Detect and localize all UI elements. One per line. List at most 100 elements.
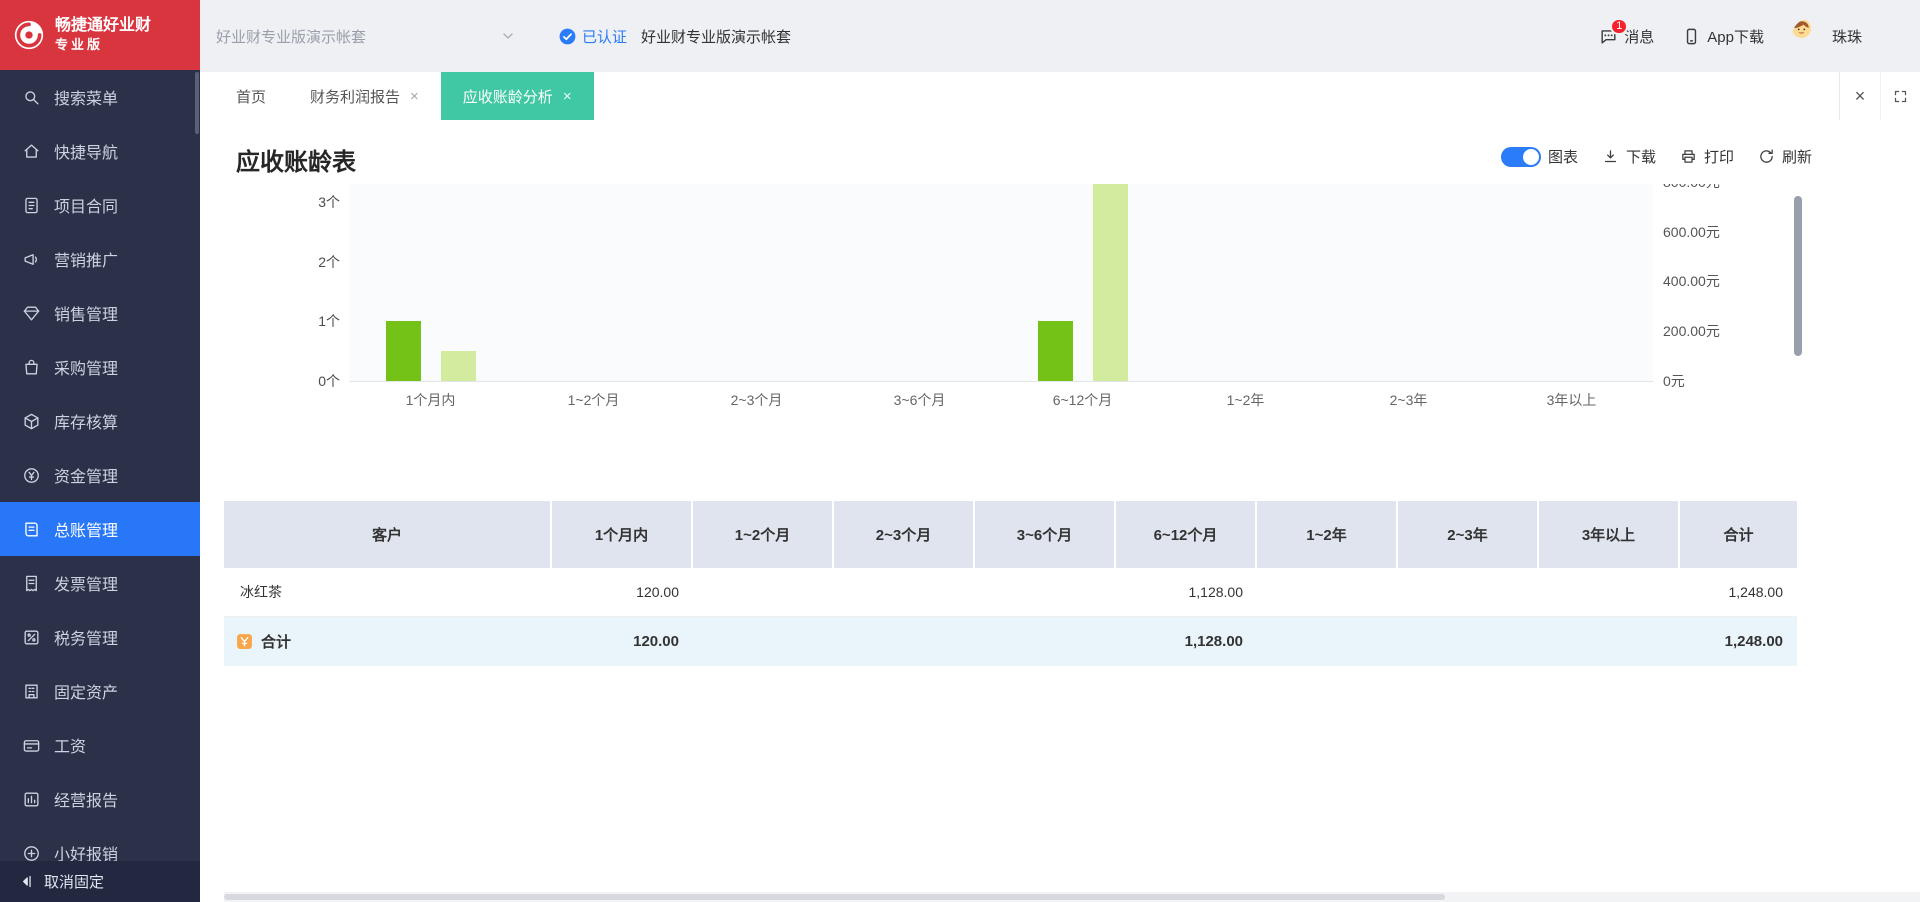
axis-category-label: 2~3年	[1389, 392, 1428, 408]
payroll-icon	[23, 739, 40, 752]
close-tabs-button[interactable]: ×	[1840, 72, 1880, 120]
bar-count	[385, 321, 421, 381]
chart-plot-area	[349, 184, 1653, 382]
horizontal-scrollbar[interactable]	[224, 894, 1446, 900]
sidebar-item-label: 营销推广	[54, 253, 119, 270]
sidebar-item-funds[interactable]: 资金管理	[0, 448, 200, 502]
messages-button[interactable]: 1 消息	[1599, 17, 1655, 47]
sidebar-item-label: 总账管理	[54, 523, 119, 540]
axis-tick: 600.00元	[1663, 223, 1720, 240]
unpin-button[interactable]: 取消固定	[0, 861, 200, 902]
sidebar-item-contract[interactable]: 项目合同	[0, 178, 200, 232]
sidebar-item-label: 固定资产	[54, 685, 119, 702]
sidebar-item-promo[interactable]: 营销推广	[0, 232, 200, 286]
table-total-cell: 1,248.00	[1724, 633, 1783, 650]
axis-category-label: 1个月内	[405, 392, 456, 408]
refresh-label: 刷新	[1781, 149, 1812, 166]
download-button[interactable]: 下载	[1602, 146, 1656, 167]
sidebar-item-label: 销售管理	[54, 307, 119, 324]
axis-category-label: 3年以上	[1546, 392, 1597, 408]
close-icon: ×	[1854, 85, 1866, 106]
contract-icon	[25, 197, 38, 213]
app-download-button[interactable]: App下载	[1682, 26, 1764, 47]
table-row[interactable]: 冰红茶 120.00 1,128.00 1,248.00	[224, 568, 1797, 617]
sidebar-item-inventory[interactable]: 库存核算	[0, 394, 200, 448]
sidebar-item-label: 快捷导航	[54, 145, 119, 162]
avatar[interactable]	[1791, 19, 1826, 53]
sidebar-item-ledger[interactable]: 总账管理	[0, 502, 200, 556]
table-cell: 1,128.00	[1188, 584, 1244, 600]
chart-toggle[interactable]	[1500, 146, 1541, 167]
axis-category-label: 6~12个月	[1052, 392, 1113, 408]
axis-tick: 2个	[318, 253, 340, 270]
table-total-cell	[693, 617, 834, 666]
collapse-sidebar-icon	[23, 875, 31, 888]
sidebar-item-search[interactable]: 搜索菜单	[0, 70, 200, 124]
user-menu[interactable]: 珠珠	[1791, 19, 1862, 53]
home-icon	[24, 143, 39, 158]
bar-amount	[1092, 184, 1128, 381]
verified-icon	[559, 28, 576, 44]
axis-category-label: 1~2年	[1226, 392, 1265, 408]
total-label-cell: 合计	[224, 617, 552, 666]
axis-tick: 0元	[1663, 373, 1685, 389]
messages-count-badge: 1	[1610, 17, 1629, 35]
table-total-cell	[975, 617, 1116, 666]
download-icon	[1604, 150, 1617, 163]
assets-icon	[25, 683, 38, 699]
vertical-scrollbar[interactable]	[1794, 196, 1802, 356]
bar-count	[1037, 321, 1073, 381]
tab-item[interactable]: 首页	[214, 72, 288, 120]
axis-tick: 400.00元	[1663, 273, 1720, 290]
sidebar-scrollbar[interactable]	[195, 72, 199, 134]
horizontal-scrollbar-track	[224, 892, 1920, 902]
axis-category-label: 2~3个月	[730, 392, 783, 408]
chart-toggle-control: 图表	[1500, 146, 1578, 167]
app-logo: 畅捷通好业财 专业版	[0, 0, 200, 70]
table-total-row: 合计 120.00 1,128.00 1,248.00	[224, 617, 1797, 666]
sidebar-item-sales[interactable]: 销售管理	[0, 286, 200, 340]
table-header-row: 客户 1个月内 1~2个月 2~3个月 3~6个月 6~12个月 1~2年 2~3年 3年以上 合…	[224, 501, 1797, 568]
account-selector[interactable]: 好业财专业版演示帐套	[216, 26, 516, 47]
sidebar-item-expense[interactable]: 小好报销	[0, 826, 200, 880]
tab-label: 应收账龄分析	[462, 88, 553, 106]
table-cell	[834, 568, 975, 616]
app-title: 畅捷通好业财	[55, 17, 152, 35]
table-header-cell: 3年以上	[1539, 501, 1680, 568]
sidebar-item-label: 经营报告	[54, 793, 119, 810]
tab-item[interactable]: 应收账龄分析 ×	[440, 72, 594, 120]
sidebar-item-home[interactable]: 快捷导航	[0, 124, 200, 178]
sidebar-item-label: 库存核算	[54, 415, 119, 432]
sales-icon	[23, 305, 40, 321]
sidebar: 畅捷通好业财 专业版 搜索菜单快捷导航项目合同营销推广销售管理采购管理库存核算资…	[0, 0, 200, 902]
axis-tick: 3个	[318, 193, 340, 210]
messages-label: 消息	[1624, 28, 1655, 46]
total-label: 合计	[261, 634, 292, 651]
certified-badge[interactable]: 已认证	[558, 26, 627, 47]
sidebar-item-invoice[interactable]: 发票管理	[0, 556, 200, 610]
tab-close-icon[interactable]: ×	[410, 87, 419, 105]
refresh-button[interactable]: 刷新	[1758, 146, 1812, 167]
aging-bar-chart: 0个 1个 2个 3个 0元 200.00元 400.00元 600.00元 800.00元 1个…	[224, 184, 1797, 420]
table-total-cell	[1398, 617, 1539, 666]
table-header-cell: 客户	[224, 501, 552, 568]
table-header-cell: 6~12个月	[1116, 501, 1257, 568]
sidebar-item-label: 税务管理	[54, 631, 119, 648]
tab-close-icon[interactable]: ×	[562, 87, 572, 105]
brand-logo-icon	[14, 20, 44, 50]
sidebar-item-label: 小好报销	[54, 847, 119, 864]
printer-icon	[1682, 150, 1695, 163]
print-button[interactable]: 打印	[1680, 146, 1734, 167]
fullscreen-button[interactable]	[1880, 72, 1920, 120]
sidebar-item-payroll[interactable]: 工资	[0, 718, 200, 772]
sidebar-item-assets[interactable]: 固定资产	[0, 664, 200, 718]
sidebar-item-tax[interactable]: 税务管理	[0, 610, 200, 664]
table-total-cell	[1257, 617, 1398, 666]
tab-item[interactable]: 财务利润报告 ×	[288, 72, 441, 120]
refresh-icon	[1760, 149, 1773, 163]
sidebar-item-report[interactable]: 经营报告	[0, 772, 200, 826]
sidebar-item-purchase[interactable]: 采购管理	[0, 340, 200, 394]
chart-toggle-label: 图表	[1547, 149, 1578, 166]
print-label: 打印	[1703, 149, 1734, 166]
tab-label: 首页	[236, 88, 267, 106]
